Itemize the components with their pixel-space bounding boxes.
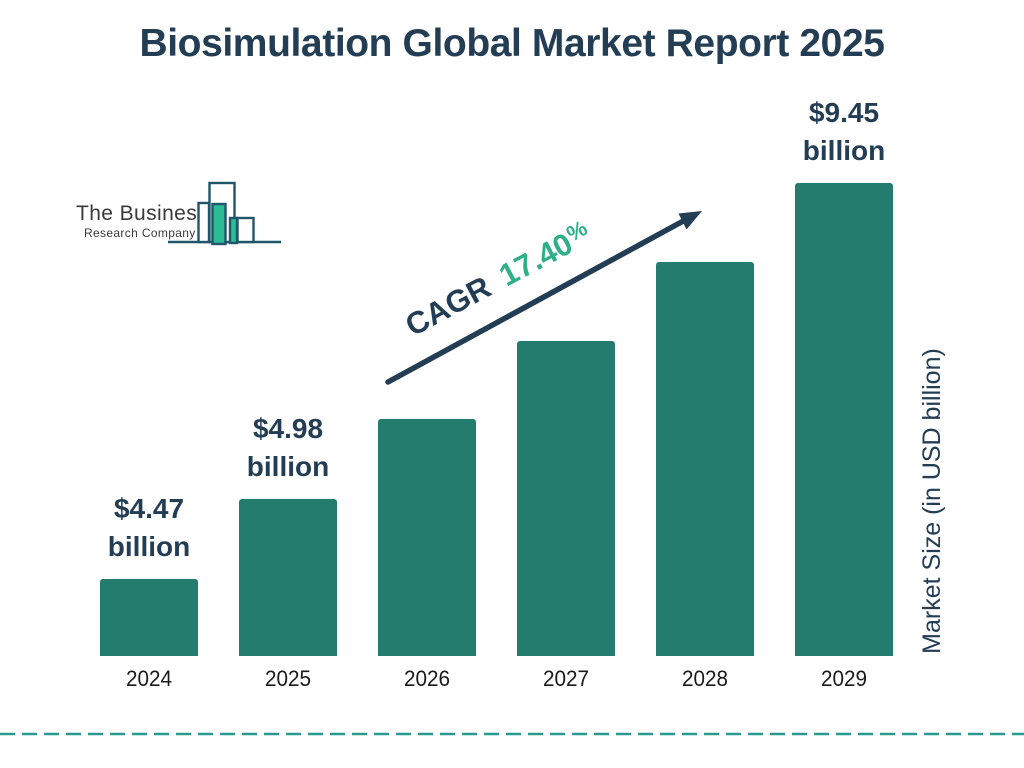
bar-2027 [517, 341, 615, 656]
value-label-2029: $9.45 billion [802, 97, 886, 166]
cagr-number: 17.40 [493, 225, 579, 294]
value-label-2024: $4.47 billion [107, 493, 191, 562]
x-tick-label-2026: 2026 [403, 666, 451, 691]
chart-title: Biosimulation Global Market Report 2025 [139, 22, 885, 65]
bar-2025 [239, 499, 337, 656]
x-tick-label-2029: 2029 [820, 666, 868, 691]
bar-2029 [795, 183, 893, 656]
x-tick-label-2024: 2024 [125, 666, 173, 691]
bar-2028 [656, 262, 754, 656]
cagr-growth-arrowhead [678, 211, 702, 230]
x-tick-label-2028: 2028 [681, 666, 729, 691]
value-label-2025: $4.98 billion [246, 413, 330, 482]
cagr-annotation: CAGR17.40% [399, 214, 598, 345]
bar-chart-buildings-icon [168, 181, 281, 246]
x-tick-label-2027: 2027 [542, 666, 590, 691]
bar-2024 [100, 579, 198, 656]
logo-text-line2: Research Company [84, 226, 196, 240]
logo-text-line1: The Business [76, 202, 209, 225]
x-tick-label-2025: 2025 [264, 666, 312, 691]
bar-2026 [378, 419, 476, 656]
company-logo: The Business Research Company [74, 176, 289, 248]
cagr-word: CAGR [399, 269, 497, 344]
y-axis-label: Market Size (in USD billion) [918, 348, 946, 654]
